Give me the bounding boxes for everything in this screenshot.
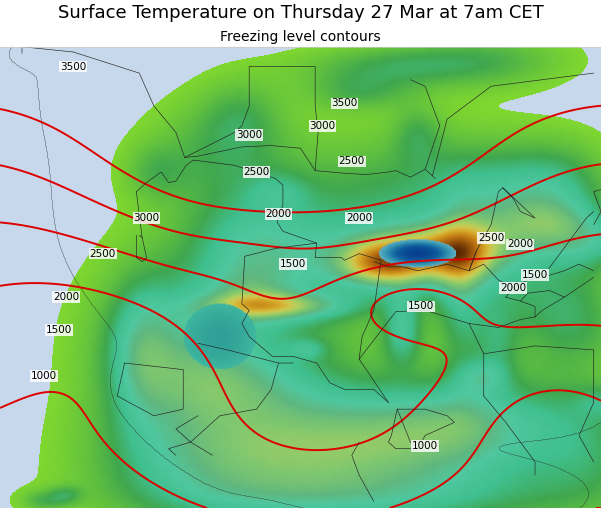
Text: 1500: 1500: [46, 325, 72, 335]
Text: 2500: 2500: [90, 248, 116, 259]
Text: 1000: 1000: [31, 371, 57, 381]
Text: 1000: 1000: [412, 441, 438, 451]
Text: 3000: 3000: [310, 121, 335, 131]
Text: 2500: 2500: [243, 167, 270, 177]
Text: 3500: 3500: [331, 99, 358, 108]
Text: 2000: 2000: [53, 292, 79, 302]
Text: 1500: 1500: [407, 301, 434, 311]
Text: 3000: 3000: [236, 130, 262, 140]
Text: 1500: 1500: [280, 259, 307, 269]
Text: 2000: 2000: [346, 213, 372, 223]
Text: 2000: 2000: [507, 239, 534, 249]
Text: Surface Temperature on Thursday 27 Mar at 7am CET: Surface Temperature on Thursday 27 Mar a…: [58, 4, 543, 22]
Text: 3500: 3500: [60, 61, 87, 72]
Text: 2000: 2000: [266, 209, 291, 219]
Text: 2000: 2000: [500, 283, 526, 293]
Text: 2500: 2500: [339, 156, 365, 167]
Text: 1500: 1500: [522, 270, 548, 280]
Text: 3000: 3000: [133, 213, 160, 223]
Text: 2500: 2500: [478, 233, 504, 243]
Text: Freezing level contours: Freezing level contours: [220, 30, 381, 44]
